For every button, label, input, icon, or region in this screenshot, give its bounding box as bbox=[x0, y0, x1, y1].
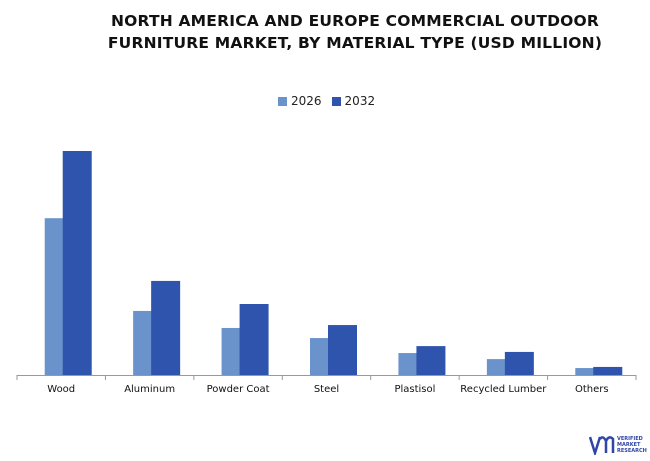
legend-item-2026: 2026 bbox=[278, 94, 322, 108]
bar-2032-wood bbox=[62, 151, 92, 375]
x-tick-label: Others bbox=[575, 384, 609, 395]
x-tick-label: Powder Coat bbox=[207, 384, 270, 395]
x-tick-label: Plastisol bbox=[394, 384, 435, 395]
legend-swatch bbox=[331, 96, 341, 106]
bar-2032-steel bbox=[328, 325, 357, 375]
x-tick-label: Aluminum bbox=[124, 384, 175, 395]
title-line-2: FURNITURE MARKET, BY MATERIAL TYPE (USD … bbox=[107, 34, 603, 52]
legend-label: 2026 bbox=[291, 94, 322, 108]
bar-2032-plastisol bbox=[416, 346, 446, 375]
logo: VERIFIED MARKET RESEARCH bbox=[589, 435, 647, 455]
x-tick-label: Steel bbox=[314, 384, 339, 395]
bar-2026-others bbox=[575, 368, 605, 375]
logo-text: VERIFIED MARKET RESEARCH bbox=[617, 436, 647, 454]
legend-label: 2032 bbox=[344, 94, 376, 108]
x-tick-label: Recycled Lumber bbox=[460, 384, 547, 395]
legend-swatch bbox=[278, 96, 287, 106]
logo-mark-icon bbox=[589, 436, 615, 455]
bar-2032-powder-coat bbox=[239, 303, 269, 375]
legend-item-2032: 2032 bbox=[331, 94, 376, 108]
bar-2032-aluminum bbox=[151, 280, 181, 375]
chart-title: NORTH AMERICA AND EUROPE COMMERCIAL OUTD… bbox=[0, 10, 650, 54]
legend: 2026 2032 bbox=[278, 94, 375, 108]
title-line-1: NORTH AMERICA AND EUROPE COMMERCIAL OUTD… bbox=[110, 12, 600, 30]
bar-2032-recycled-lumber bbox=[504, 351, 534, 375]
x-tick-label: Wood bbox=[47, 384, 75, 395]
bar-2032-others bbox=[593, 366, 623, 375]
